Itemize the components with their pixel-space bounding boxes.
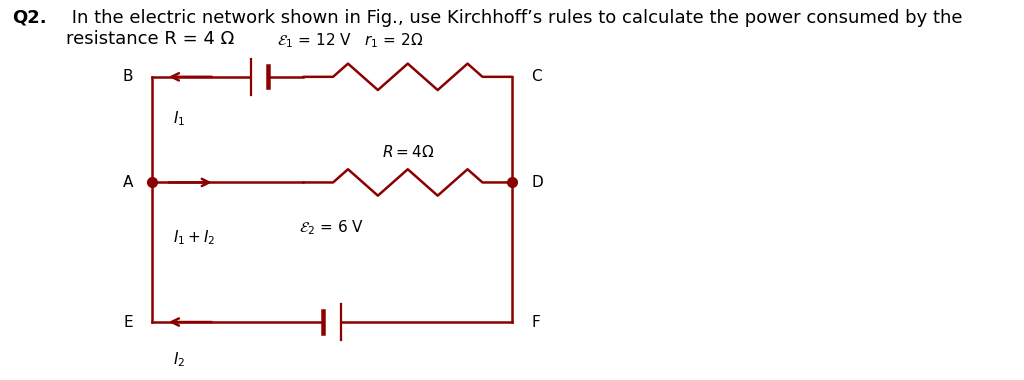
Text: Q2.: Q2. [12,9,47,27]
Text: In the electric network shown in Fig., use Kirchhoff’s rules to calculate the po: In the electric network shown in Fig., u… [66,9,963,48]
Text: F: F [531,315,540,329]
Text: $\mathcal{E}_2$ = 6 V: $\mathcal{E}_2$ = 6 V [299,218,365,237]
Text: B: B [122,69,133,84]
Text: D: D [531,175,543,190]
Text: A: A [123,175,133,190]
Text: $I_2$: $I_2$ [173,350,185,369]
Text: E: E [123,315,133,329]
Text: $I_1$: $I_1$ [173,109,185,128]
Text: $\mathcal{E}_1$ = 12 V   $r_1$ = 2$\Omega$: $\mathcal{E}_1$ = 12 V $r_1$ = 2$\Omega$ [276,32,423,51]
Text: $R = 4\Omega$: $R = 4\Omega$ [382,144,434,160]
Text: C: C [531,69,542,84]
Text: $I_1 + I_2$: $I_1 + I_2$ [173,228,216,247]
